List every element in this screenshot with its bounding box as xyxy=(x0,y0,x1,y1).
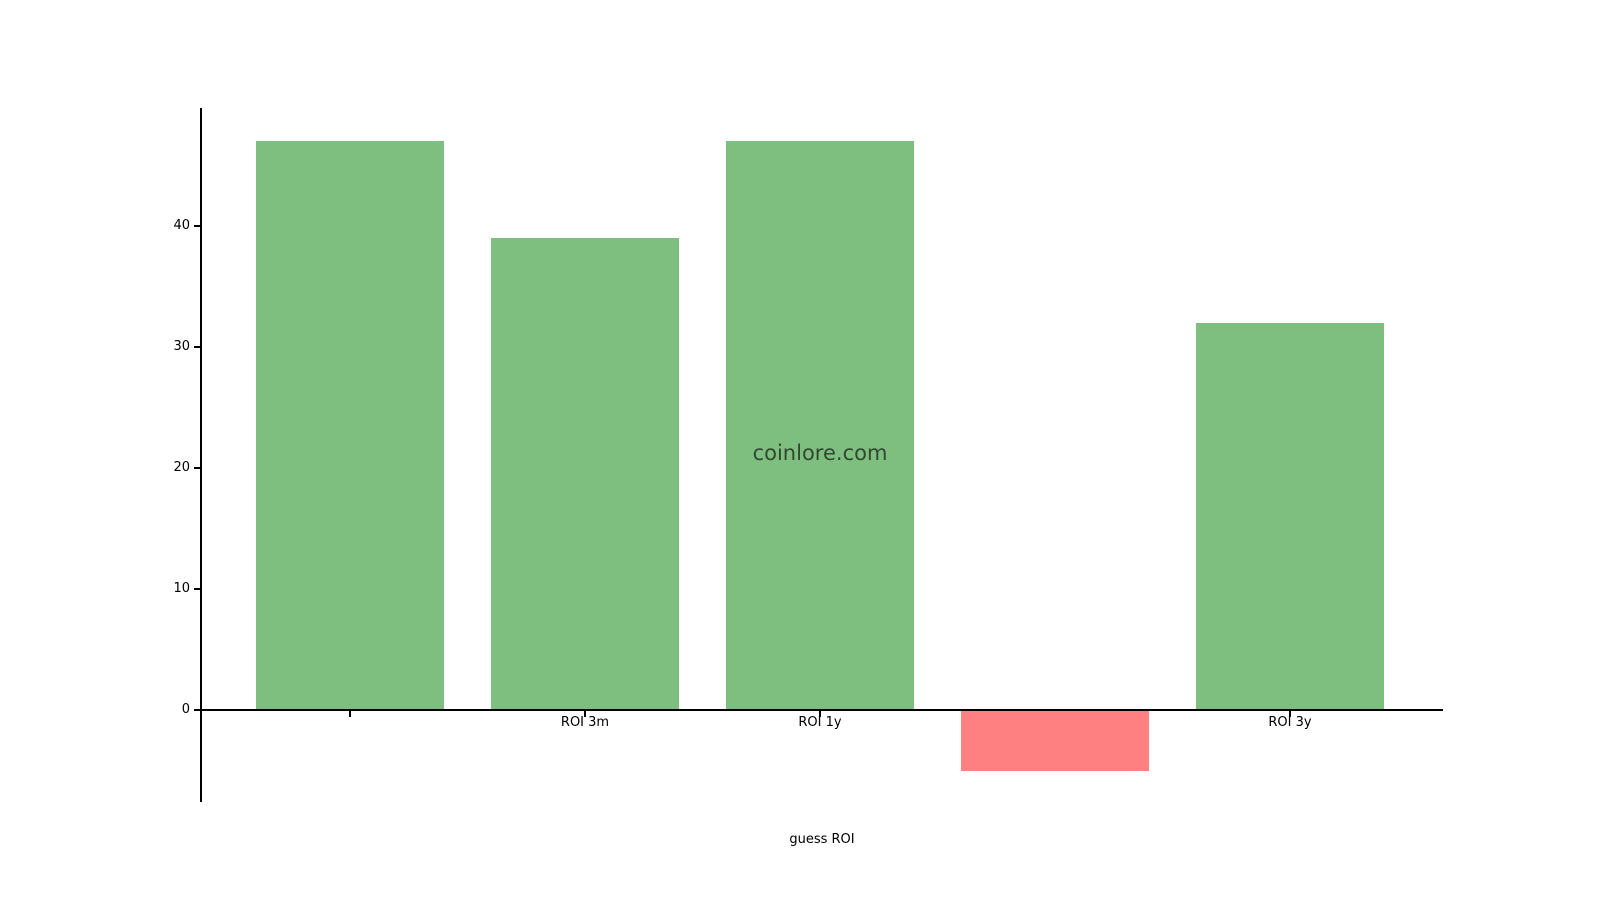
x-axis-zero-line xyxy=(201,709,1443,711)
y-tick-label: 30 xyxy=(173,339,190,354)
x-tick-mark xyxy=(584,710,586,717)
y-tick-mark xyxy=(194,709,201,711)
x-tick-label: ROI 3y xyxy=(1268,715,1312,730)
y-axis-line xyxy=(200,108,202,802)
bar-col-1 xyxy=(256,141,444,710)
x-tick-label: ROI 3m xyxy=(560,715,610,730)
watermark-text: coinlore.com xyxy=(752,441,888,465)
x-tick-mark xyxy=(819,710,821,717)
x-tick-mark xyxy=(1289,710,1291,717)
y-tick-label: 0 xyxy=(181,702,190,717)
bar-col-4 xyxy=(961,710,1149,771)
x-tick-mark xyxy=(349,710,351,717)
y-tick-mark xyxy=(194,225,201,227)
bar-roi-3y xyxy=(1196,322,1384,710)
y-tick-label: 20 xyxy=(173,460,190,475)
y-tick-mark xyxy=(194,346,201,348)
y-tick-mark xyxy=(194,588,201,590)
y-tick-label: 10 xyxy=(173,581,190,596)
bar-roi-3m xyxy=(491,238,679,710)
y-tick-mark xyxy=(194,467,201,469)
bar-roi-1y xyxy=(726,141,914,710)
x-tick-label: ROI 1y xyxy=(798,715,842,730)
y-tick-label: 40 xyxy=(173,218,190,233)
x-axis-title: guess ROI xyxy=(789,832,855,847)
